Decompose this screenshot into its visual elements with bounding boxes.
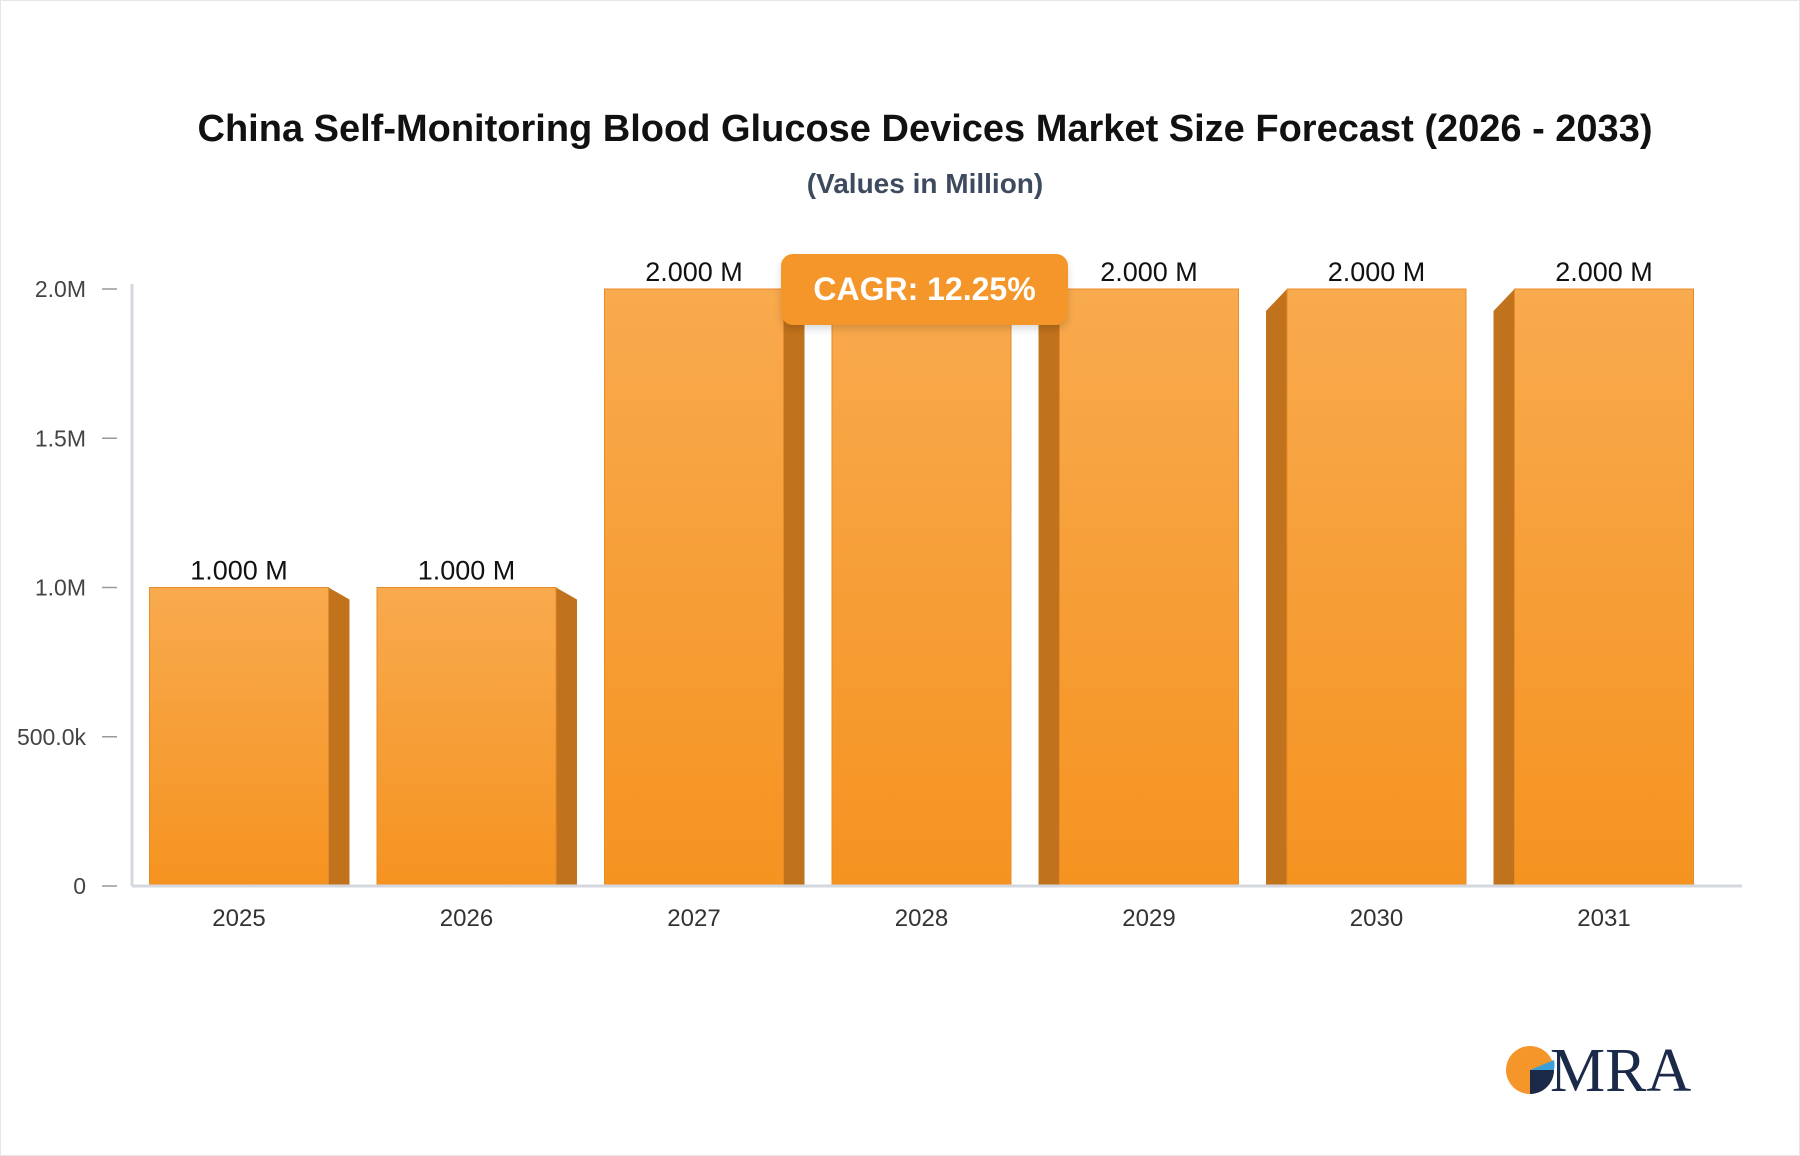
- x-tick-label: 2029: [1122, 905, 1175, 932]
- data-label: 2.000 M: [1555, 257, 1653, 287]
- cagr-badge: CAGR: 12.25%: [781, 254, 1068, 325]
- bar: [831, 288, 1012, 887]
- data-label: 1.000 M: [190, 556, 288, 586]
- bar: [1059, 288, 1239, 887]
- y-tick-label: 0: [73, 873, 86, 899]
- data-label: 2.000 M: [1328, 257, 1426, 287]
- x-tick-label: 2030: [1350, 905, 1403, 932]
- bar: [1514, 288, 1694, 887]
- y-tick-label: 500.0k: [17, 724, 87, 750]
- x-tick-label: 2028: [895, 905, 948, 932]
- x-tick-label: 2027: [667, 905, 720, 932]
- bar-side: [556, 587, 577, 886]
- chart-title: China Self-Monitoring Blood Glucose Devi…: [197, 108, 1653, 150]
- y-tick-label: 1.0M: [35, 575, 86, 601]
- chart-subtitle: (Values in Million): [806, 168, 1044, 199]
- bar-side: [783, 289, 805, 886]
- y-tick-label: 1.5M: [35, 425, 86, 451]
- bar-side: [328, 587, 350, 886]
- bar: [604, 288, 784, 887]
- bar: [376, 587, 557, 887]
- data-label: 1.000 M: [418, 556, 516, 586]
- bar-side: [1038, 289, 1060, 886]
- bar-side: [1266, 289, 1287, 886]
- x-tick-label: 2026: [440, 905, 493, 932]
- bar-side: [1493, 289, 1515, 886]
- y-tick-label: 2.0M: [35, 276, 86, 302]
- x-tick-label: 2025: [212, 905, 265, 932]
- bar: [1286, 288, 1467, 887]
- bar: [149, 587, 329, 887]
- x-tick-label: 2031: [1577, 905, 1630, 932]
- data-label: 2.000 M: [645, 257, 743, 287]
- data-label: 2.000 M: [1100, 257, 1198, 287]
